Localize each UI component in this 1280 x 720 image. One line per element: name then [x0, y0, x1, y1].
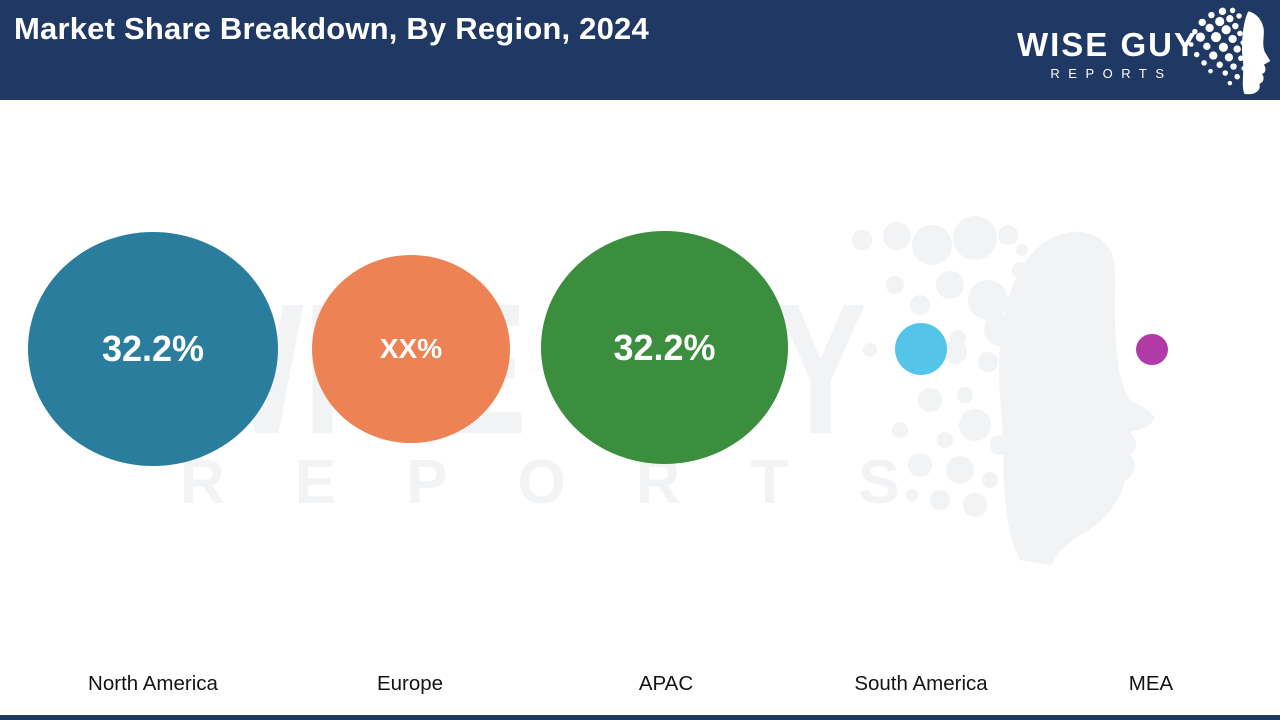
category-label-south-america: South America [854, 672, 988, 695]
watermark-tagline-text: REPORTS [180, 448, 970, 517]
watermark-logo: WISE GUY REPORTS [172, 216, 1155, 565]
category-label-north-america: North America [88, 672, 218, 695]
bubble-value-label: 32.2% [613, 326, 716, 368]
watermark-dot-cloud [852, 216, 1029, 517]
brand-name: WISE GUY [1016, 26, 1198, 63]
bubble-value-label: 32.2% [101, 328, 205, 369]
bubble-north-america: 32.2% [28, 232, 278, 466]
brand-logo: WISE GUY REPORTS [1017, 4, 1274, 96]
header-bar: Market Share Breakdown, By Region, 2024 … [0, 0, 1280, 100]
bottom-accent-bar [0, 715, 1280, 720]
bubble-mea [1136, 334, 1168, 365]
category-label-apac: APAC [638, 672, 694, 695]
bubble-europe: XX% [312, 255, 510, 443]
bubble-chart: WISE GUY REPORTS 32.2% XX% 32. [0, 100, 1280, 720]
brand-tagline: REPORTS [1050, 66, 1173, 81]
wiseguy-head-icon [1188, 7, 1271, 95]
bubble-south-america [895, 323, 947, 375]
bubble-apac: 32.2% [541, 231, 788, 464]
bubble-value-label: XX% [379, 333, 443, 364]
page-title: Market Share Breakdown, By Region, 2024 [14, 11, 649, 46]
category-label-europe: Europe [376, 672, 444, 695]
brand-logo-text: WISE GUY REPORTS [1016, 26, 1198, 82]
category-label-mea: MEA [1128, 672, 1174, 695]
watermark-head-silhouette [999, 231, 1155, 565]
